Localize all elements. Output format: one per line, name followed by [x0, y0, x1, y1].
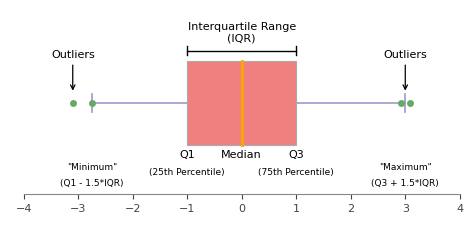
Text: (25th Percentile): (25th Percentile) [149, 168, 225, 177]
Text: Outliers: Outliers [383, 50, 427, 89]
Text: (Q1 - 1.5*IQR): (Q1 - 1.5*IQR) [60, 178, 124, 187]
Text: Q1: Q1 [179, 150, 195, 160]
Text: Outliers: Outliers [51, 50, 95, 89]
Text: (75th Percentile): (75th Percentile) [258, 168, 334, 177]
Text: Interquartile Range
(IQR): Interquartile Range (IQR) [188, 22, 296, 44]
Text: Q3: Q3 [288, 150, 304, 160]
Text: "Maximum": "Maximum" [379, 163, 432, 172]
Text: Median: Median [221, 150, 262, 160]
Text: "Minimum": "Minimum" [67, 163, 117, 172]
Text: (Q3 + 1.5*IQR): (Q3 + 1.5*IQR) [372, 178, 439, 187]
Bar [187, 61, 296, 145]
